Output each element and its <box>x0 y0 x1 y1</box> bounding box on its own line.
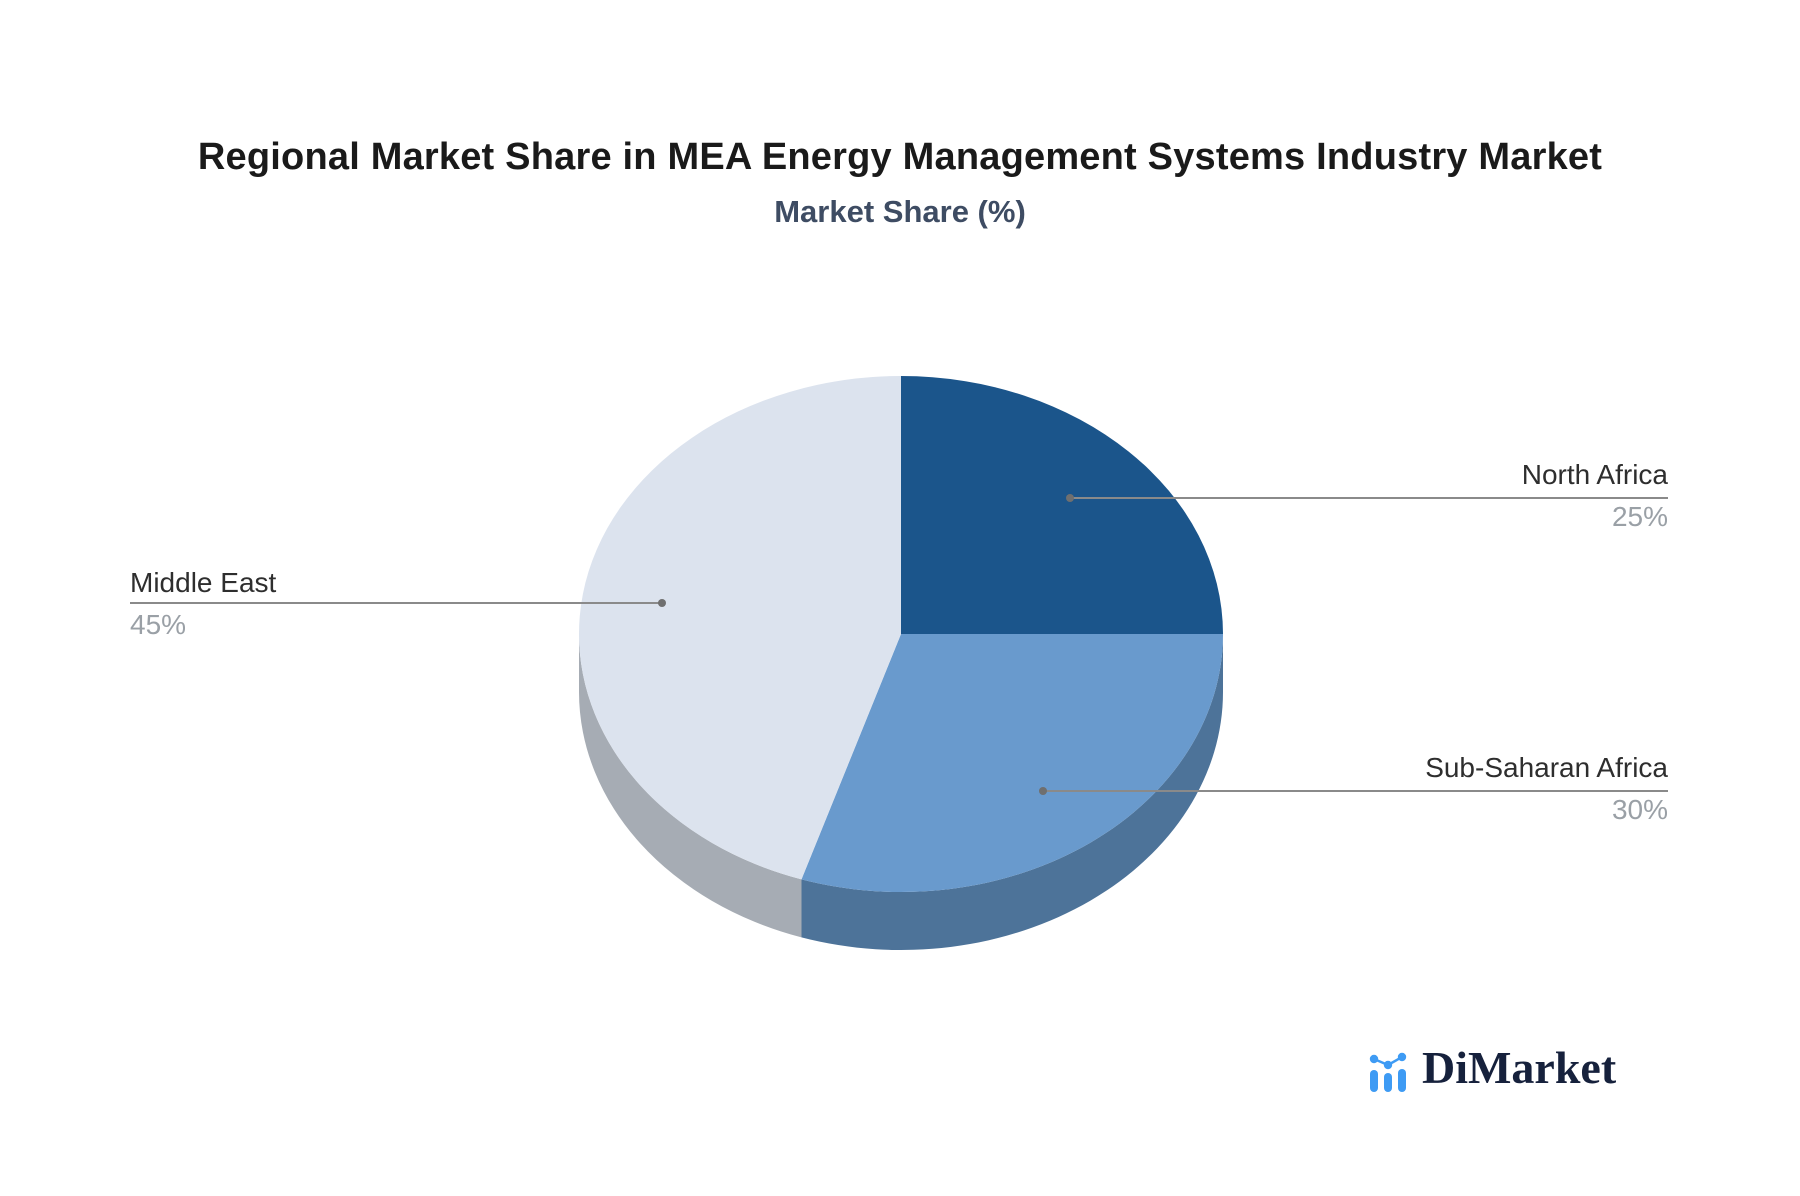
slice-percent: 25% <box>1611 501 1668 532</box>
slice-percent: 30% <box>1611 794 1668 825</box>
pie-slice-north-africa <box>901 376 1223 634</box>
chart-title: Regional Market Share in MEA Energy Mana… <box>197 136 1603 178</box>
callout-north-africa: North Africa 25% <box>1208 458 1668 536</box>
slice-percent: 45% <box>130 609 187 640</box>
pie-slice-sub-saharan-africa <box>801 634 1223 892</box>
slice-label: North Africa <box>1521 459 1668 490</box>
callout-middle-east: Middle East 45% <box>130 566 590 644</box>
pie-slice-middle-east <box>579 376 901 880</box>
leader-dot-north-africa <box>1066 494 1074 502</box>
brand-name: DiMarket <box>1422 1042 1617 1093</box>
leader-dot-middle-east <box>658 599 666 607</box>
brand-logo: DiMarket <box>1367 1045 1616 1092</box>
bar-chart-logo-icon <box>1369 1052 1407 1092</box>
slice-label: Middle East <box>130 567 277 598</box>
pie-side-sub-saharan-africa <box>801 634 1223 950</box>
chart-subtitle: Market Share (%) <box>774 194 1026 229</box>
callout-sub-saharan-africa: Sub-Saharan Africa 30% <box>1208 751 1668 829</box>
leader-dot-sub-saharan-africa <box>1039 787 1047 795</box>
pie-side-middle-east <box>579 634 802 938</box>
slice-label: Sub-Saharan Africa <box>1425 752 1668 783</box>
